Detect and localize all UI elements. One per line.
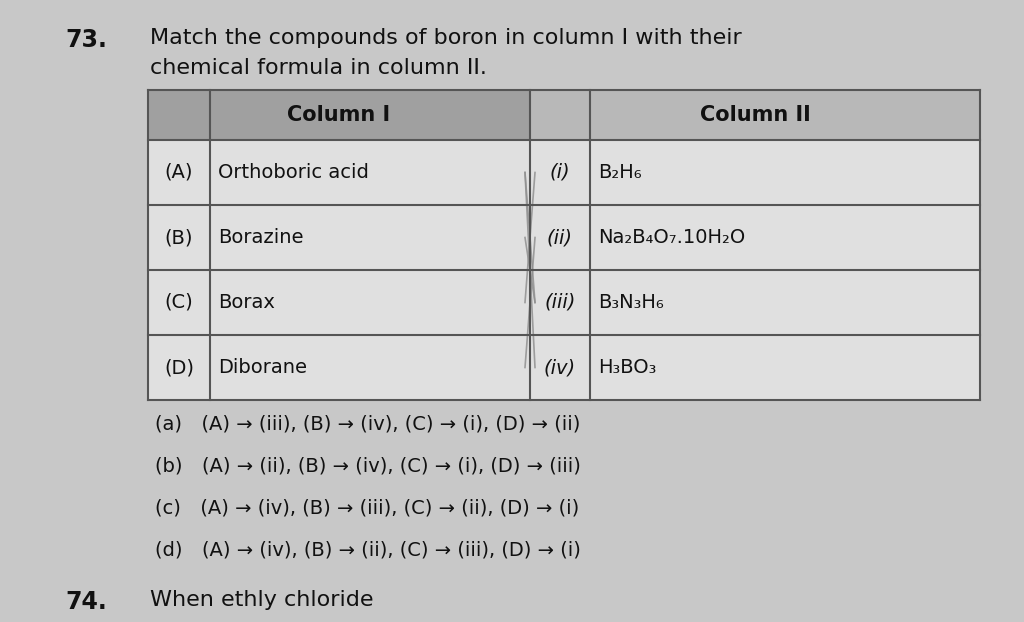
Text: (iv): (iv) bbox=[544, 358, 577, 377]
Text: (ii): (ii) bbox=[547, 228, 573, 247]
Bar bbox=[148, 90, 530, 140]
Text: (d) (A) → (iv), (B) → (ii), (C) → (iii), (D) → (i): (d) (A) → (iv), (B) → (ii), (C) → (iii),… bbox=[155, 541, 581, 560]
Text: (a) (A) → (iii), (B) → (iv), (C) → (i), (D) → (ii): (a) (A) → (iii), (B) → (iv), (C) → (i), … bbox=[155, 415, 581, 434]
Text: When ethly chloride: When ethly chloride bbox=[150, 590, 374, 610]
Text: H₃BO₃: H₃BO₃ bbox=[598, 358, 656, 377]
Text: 74.: 74. bbox=[65, 590, 106, 614]
Text: Orthoboric acid: Orthoboric acid bbox=[218, 163, 369, 182]
Text: (b) (A) → (ii), (B) → (iv), (C) → (i), (D) → (iii): (b) (A) → (ii), (B) → (iv), (C) → (i), (… bbox=[155, 457, 581, 476]
Text: B₃N₃H₆: B₃N₃H₆ bbox=[598, 293, 664, 312]
Bar bbox=[530, 90, 980, 140]
Text: (C): (C) bbox=[165, 293, 194, 312]
Text: 73.: 73. bbox=[65, 28, 106, 52]
Text: Na₂B₄O₇.10H₂O: Na₂B₄O₇.10H₂O bbox=[598, 228, 745, 247]
Text: Diborane: Diborane bbox=[218, 358, 307, 377]
Text: Match the compounds of boron in column I with their: Match the compounds of boron in column I… bbox=[150, 28, 741, 48]
Text: (i): (i) bbox=[550, 163, 570, 182]
Text: chemical formula in column II.: chemical formula in column II. bbox=[150, 58, 486, 78]
Text: (D): (D) bbox=[164, 358, 194, 377]
Text: (iii): (iii) bbox=[545, 293, 575, 312]
Text: Borax: Borax bbox=[218, 293, 274, 312]
Text: (A): (A) bbox=[165, 163, 194, 182]
Text: (c) (A) → (iv), (B) → (iii), (C) → (ii), (D) → (i): (c) (A) → (iv), (B) → (iii), (C) → (ii),… bbox=[155, 499, 580, 518]
Text: Column I: Column I bbox=[288, 105, 390, 125]
Text: Column II: Column II bbox=[699, 105, 810, 125]
Text: B₂H₆: B₂H₆ bbox=[598, 163, 642, 182]
Text: Borazine: Borazine bbox=[218, 228, 303, 247]
Text: (B): (B) bbox=[165, 228, 194, 247]
Bar bbox=[148, 90, 980, 400]
